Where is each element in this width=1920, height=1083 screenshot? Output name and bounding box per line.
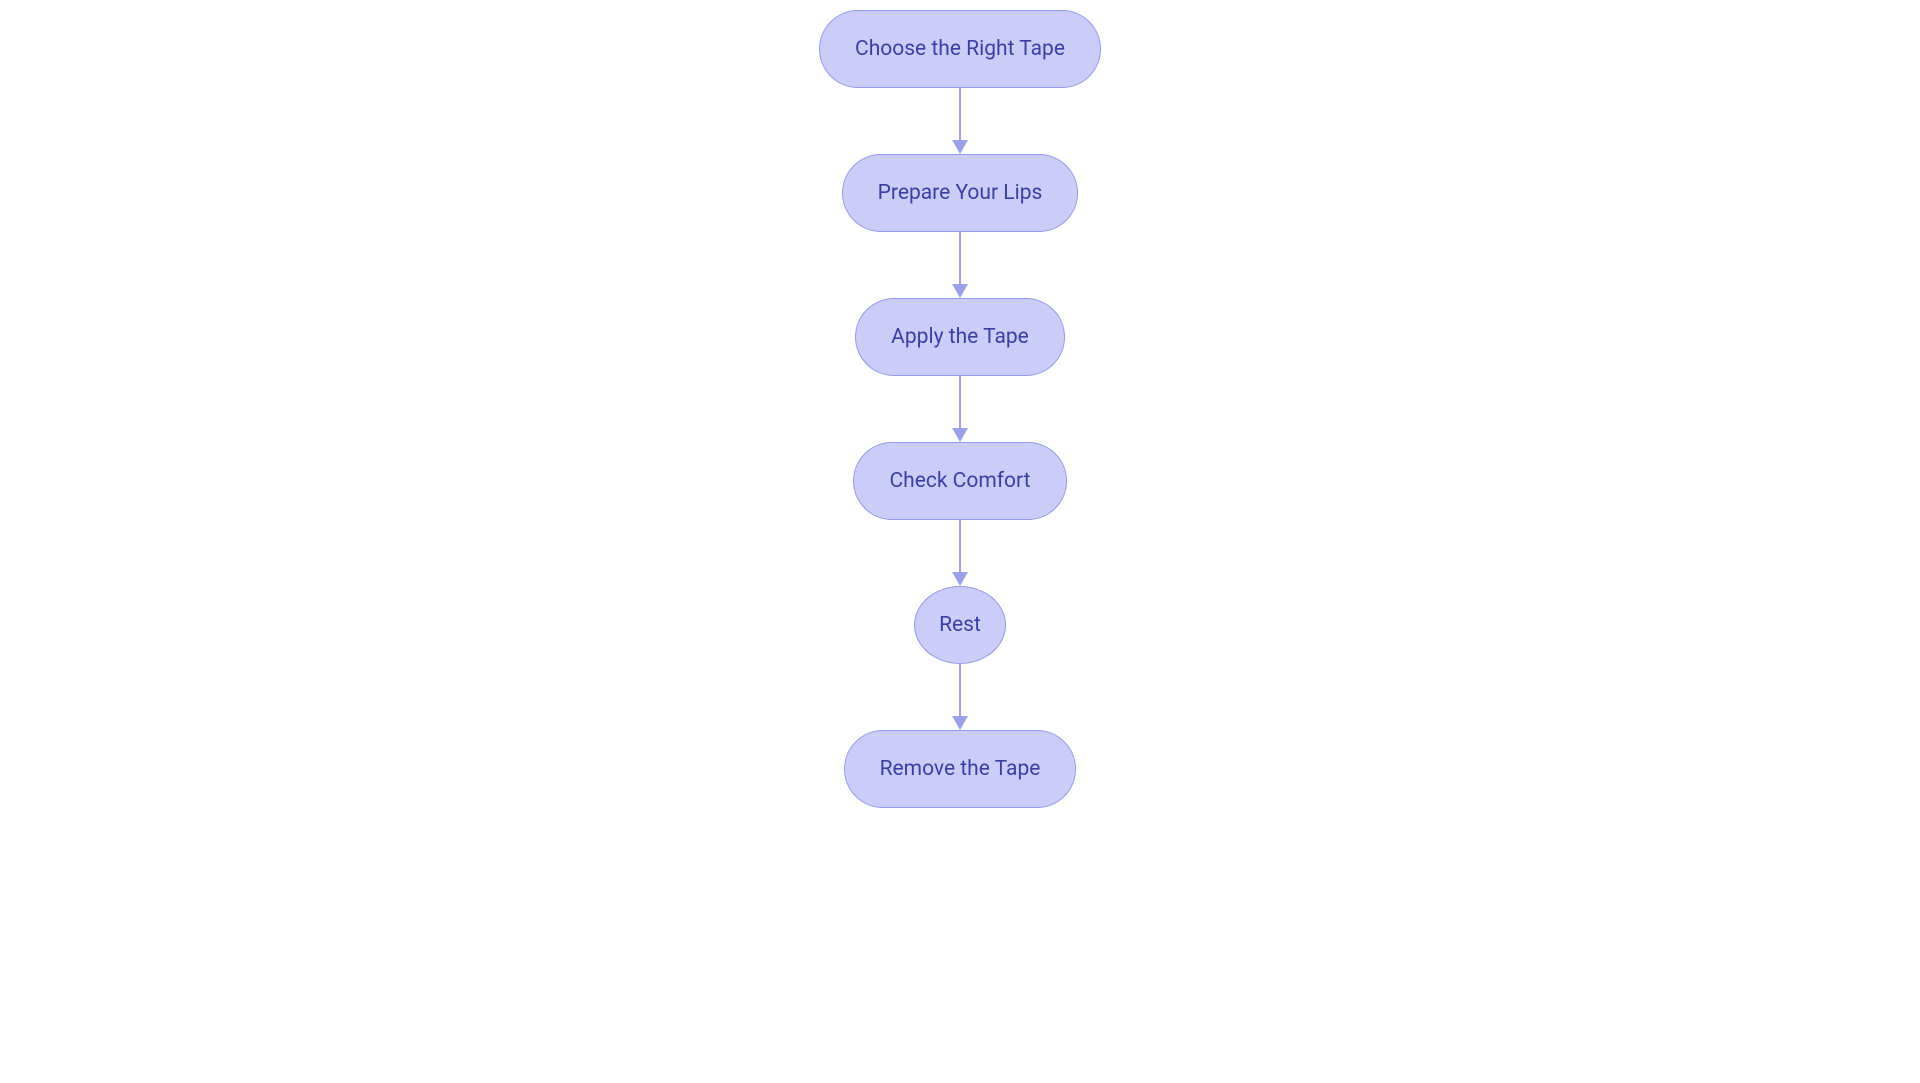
arrow-head-icon <box>952 284 968 298</box>
arrow-head-icon <box>952 716 968 730</box>
arrow-line <box>959 88 961 140</box>
flowchart-node: Prepare Your Lips <box>842 154 1079 232</box>
flowchart-node: Remove the Tape <box>844 730 1077 808</box>
arrow-head-icon <box>952 572 968 586</box>
node-label: Prepare Your Lips <box>878 181 1043 205</box>
flowchart-arrow <box>952 232 968 298</box>
node-label: Choose the Right Tape <box>855 37 1065 61</box>
flowchart-node: Rest <box>914 586 1006 664</box>
flowchart-arrow <box>952 664 968 730</box>
node-label: Rest <box>939 613 981 637</box>
arrow-line <box>959 664 961 716</box>
node-label: Check Comfort <box>889 469 1030 493</box>
arrow-line <box>959 376 961 428</box>
flowchart-node: Apply the Tape <box>855 298 1065 376</box>
arrow-line <box>959 232 961 284</box>
arrow-head-icon <box>952 428 968 442</box>
flowchart-arrow <box>952 376 968 442</box>
flowchart-arrow <box>952 520 968 586</box>
arrow-line <box>959 520 961 572</box>
node-label: Apply the Tape <box>891 325 1029 349</box>
flowchart-node: Choose the Right Tape <box>819 10 1101 88</box>
flowchart-container: Choose the Right Tape Prepare Your Lips … <box>819 10 1101 808</box>
arrow-head-icon <box>952 140 968 154</box>
flowchart-arrow <box>952 88 968 154</box>
flowchart-node: Check Comfort <box>853 442 1066 520</box>
node-label: Remove the Tape <box>880 757 1041 781</box>
